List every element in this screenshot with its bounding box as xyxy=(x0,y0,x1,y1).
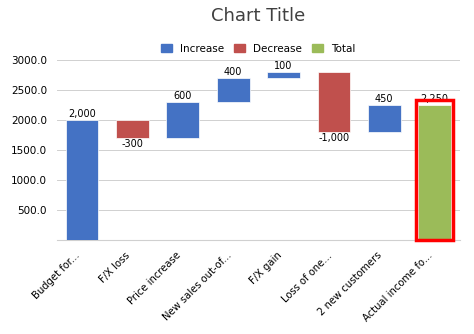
Text: -300: -300 xyxy=(121,139,143,149)
Text: 100: 100 xyxy=(274,61,293,71)
Text: -1,000: -1,000 xyxy=(319,133,349,143)
Bar xyxy=(116,120,149,138)
Bar xyxy=(368,105,401,132)
Text: 2,250: 2,250 xyxy=(420,94,448,104)
Text: 450: 450 xyxy=(375,94,393,104)
Bar xyxy=(267,72,300,78)
Bar xyxy=(217,78,249,102)
Legend: Increase, Decrease, Total: Increase, Decrease, Total xyxy=(161,44,356,54)
Title: Chart Title: Chart Title xyxy=(211,7,305,25)
Text: 2,000: 2,000 xyxy=(68,109,96,119)
Bar xyxy=(418,105,451,240)
Bar xyxy=(318,72,350,132)
Bar xyxy=(166,102,199,138)
Bar xyxy=(416,101,454,240)
Bar xyxy=(66,120,99,240)
Text: 600: 600 xyxy=(173,91,192,101)
Text: 400: 400 xyxy=(224,67,242,77)
